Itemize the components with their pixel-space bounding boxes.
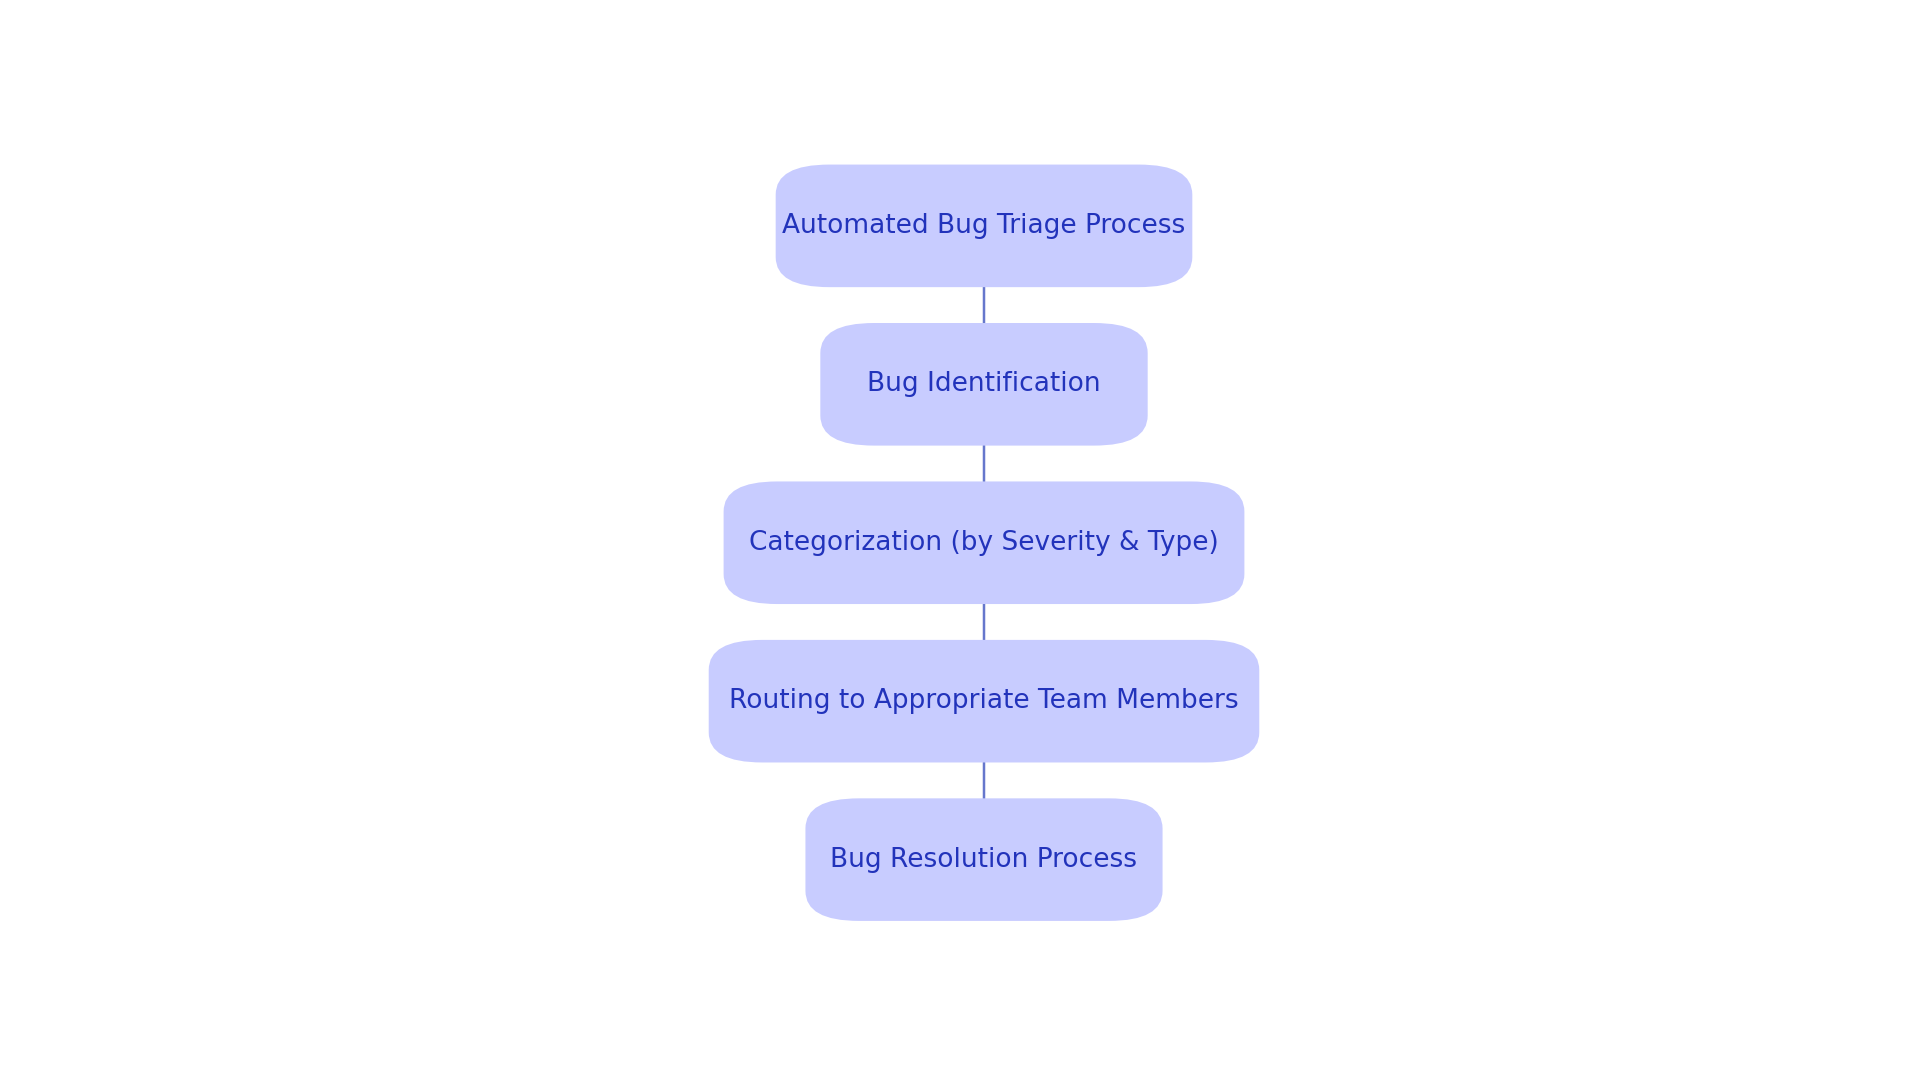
Text: Bug Identification: Bug Identification (868, 371, 1100, 397)
Text: Bug Resolution Process: Bug Resolution Process (831, 847, 1137, 873)
FancyBboxPatch shape (806, 798, 1162, 921)
FancyBboxPatch shape (724, 482, 1244, 604)
Text: Routing to Appropriate Team Members: Routing to Appropriate Team Members (730, 688, 1238, 714)
FancyBboxPatch shape (820, 323, 1148, 445)
FancyBboxPatch shape (708, 640, 1260, 762)
Text: Automated Bug Triage Process: Automated Bug Triage Process (781, 213, 1187, 239)
FancyBboxPatch shape (776, 165, 1192, 287)
Text: Categorization (by Severity & Type): Categorization (by Severity & Type) (749, 530, 1219, 556)
